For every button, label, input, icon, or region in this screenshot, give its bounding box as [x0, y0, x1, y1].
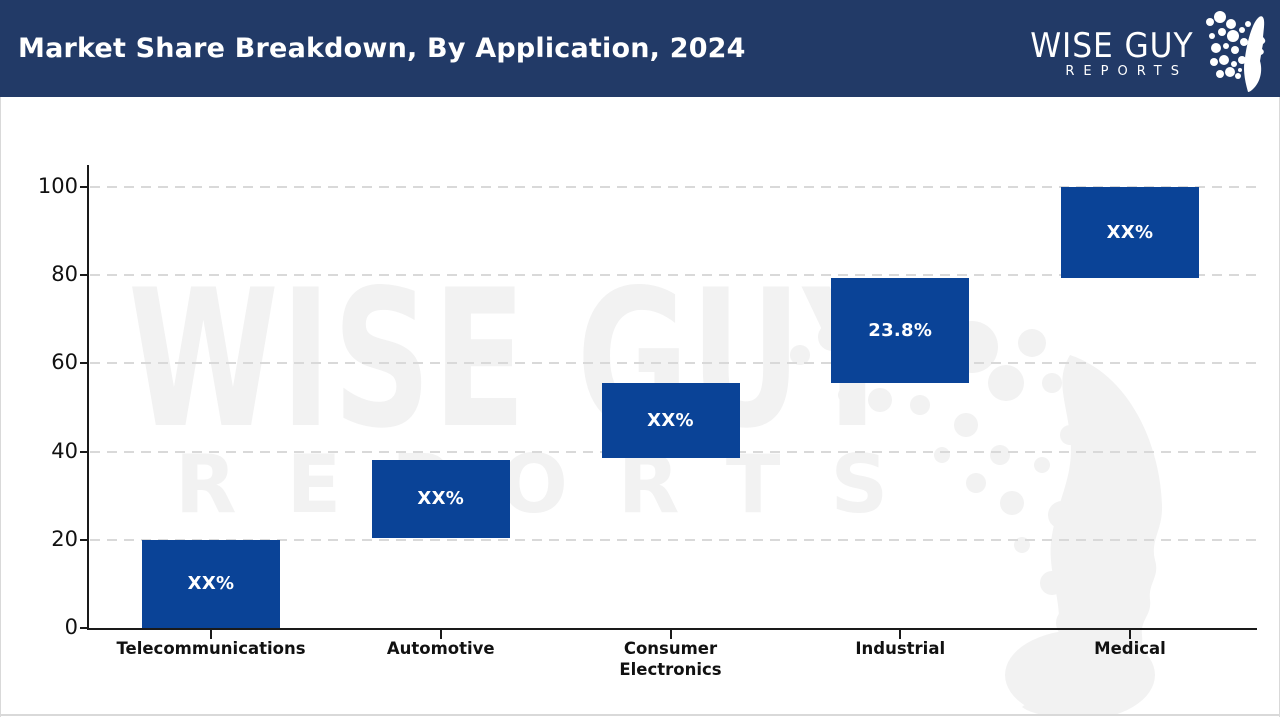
logo-wordmark: WISE GUY: [1030, 26, 1194, 66]
watermark-face-icon: [790, 311, 1163, 715]
wiseguy-logo: WISE GUY REPORTS: [1006, 6, 1266, 94]
watermark-reports-text: REPORTS: [175, 438, 939, 531]
left-border-line: [0, 97, 1, 717]
logo-subtitle: REPORTS: [1065, 64, 1188, 79]
bottom-border-line: [0, 714, 1280, 716]
header-bar: Market Share Breakdown, By Application, …: [0, 0, 1280, 97]
chart-area: WISE GUY REPORTS: [0, 97, 1280, 720]
dotted-face-icon: [1206, 11, 1266, 92]
page-title: Market Share Breakdown, By Application, …: [18, 33, 746, 64]
watermark-wiseguy-text: WISE GUY: [128, 249, 904, 470]
